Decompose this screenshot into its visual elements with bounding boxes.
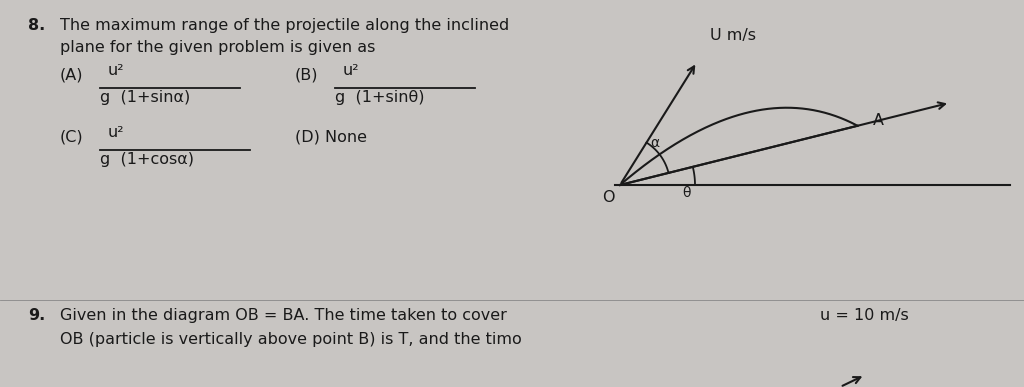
Text: (D) None: (D) None — [295, 130, 367, 145]
Text: u²: u² — [343, 63, 359, 78]
Text: A: A — [872, 113, 884, 128]
Text: (A): (A) — [60, 68, 84, 83]
Text: α: α — [650, 136, 659, 150]
Text: θ: θ — [682, 186, 690, 200]
Text: (B): (B) — [295, 68, 318, 83]
Text: (C): (C) — [60, 130, 84, 145]
Text: u = 10 m/s: u = 10 m/s — [820, 308, 908, 323]
Text: plane for the given problem is given as: plane for the given problem is given as — [60, 40, 376, 55]
Text: u²: u² — [108, 63, 125, 78]
Text: OB (particle is vertically above point B) is T, and the timo: OB (particle is vertically above point B… — [60, 332, 522, 347]
Text: g  (1+cosα): g (1+cosα) — [100, 152, 194, 167]
Text: g  (1+sinθ): g (1+sinθ) — [335, 90, 425, 105]
Text: u²: u² — [108, 125, 125, 140]
Text: g  (1+sinα): g (1+sinα) — [100, 90, 190, 105]
Text: The maximum range of the projectile along the inclined: The maximum range of the projectile alon… — [60, 18, 509, 33]
Text: O: O — [602, 190, 614, 205]
Text: 9.: 9. — [28, 308, 45, 323]
Text: Given in the diagram OB = BA. The time taken to cover: Given in the diagram OB = BA. The time t… — [60, 308, 507, 323]
Text: 8.: 8. — [28, 18, 45, 33]
Text: U m/s: U m/s — [710, 28, 756, 43]
